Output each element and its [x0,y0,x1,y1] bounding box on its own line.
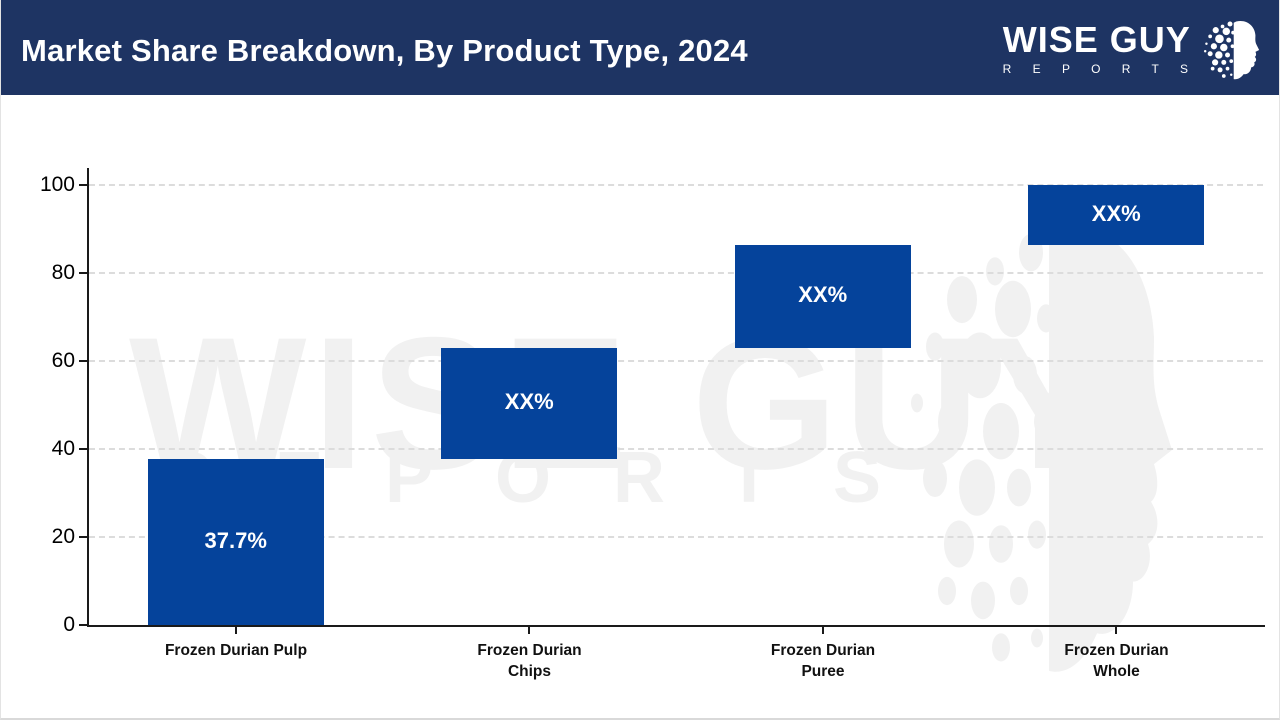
bar-segment [441,347,618,460]
y-axis-label-80: 80 [51,261,75,284]
wiseguy-logo: WISE GUY R E P O R T S [1003,6,1269,90]
bar-value-label: XX% [1091,200,1141,226]
gridline-60 [89,360,1263,362]
wiseguy-logo-text: WISE GUY R E P O R T S [997,19,1197,77]
gridline-100 [89,184,1263,186]
y-axis-tick-60 [79,360,87,362]
bar-segment [734,244,911,348]
x-axis-line [87,625,1265,627]
x-axis-tick [821,627,824,634]
x-axis-category-label: Frozen Durian Chips [477,642,582,680]
y-axis-label-40: 40 [51,437,75,460]
x-axis-tick [234,627,237,634]
y-axis-line [87,168,89,627]
y-axis-label-60: 60 [51,349,75,372]
y-axis-tick-80 [79,272,87,274]
y-axis-tick-20 [79,536,87,538]
x-axis-category-label: Frozen Durian Whole [1064,642,1169,680]
page-title: Market Share Breakdown, By Product Type,… [21,33,748,68]
y-axis-label-0: 0 [63,613,75,636]
y-axis-tick-0 [79,624,87,626]
wiseguy-logo-name: WISE GUY [1002,19,1191,60]
header-bar: Market Share Breakdown, By Product Type,… [1,0,1279,95]
y-axis-label-100: 100 [39,173,75,196]
x-axis-category-label: Frozen Durian Pulp [164,642,308,659]
bar-value-label: 37.7% [204,528,267,554]
x-axis-tick [528,627,531,634]
gridline-80 [89,272,1263,274]
x-axis-category-label: Frozen Durian Puree [770,642,876,680]
bar-segment [1028,185,1205,245]
y-axis-label-20: 20 [51,525,75,548]
bar-value-label: XX% [798,282,848,308]
x-axis-tick [1115,627,1118,634]
y-axis-tick-100 [79,184,87,186]
y-axis-tick-40 [79,448,87,450]
bar-value-label: XX% [504,389,554,415]
bar-segment [147,459,324,625]
gridline-40 [89,448,1263,450]
gridline-20 [89,536,1263,538]
watermark: WISE GUY REPORTS [1,95,1279,705]
wiseguy-logo-subname: R E P O R T S [1002,62,1197,76]
